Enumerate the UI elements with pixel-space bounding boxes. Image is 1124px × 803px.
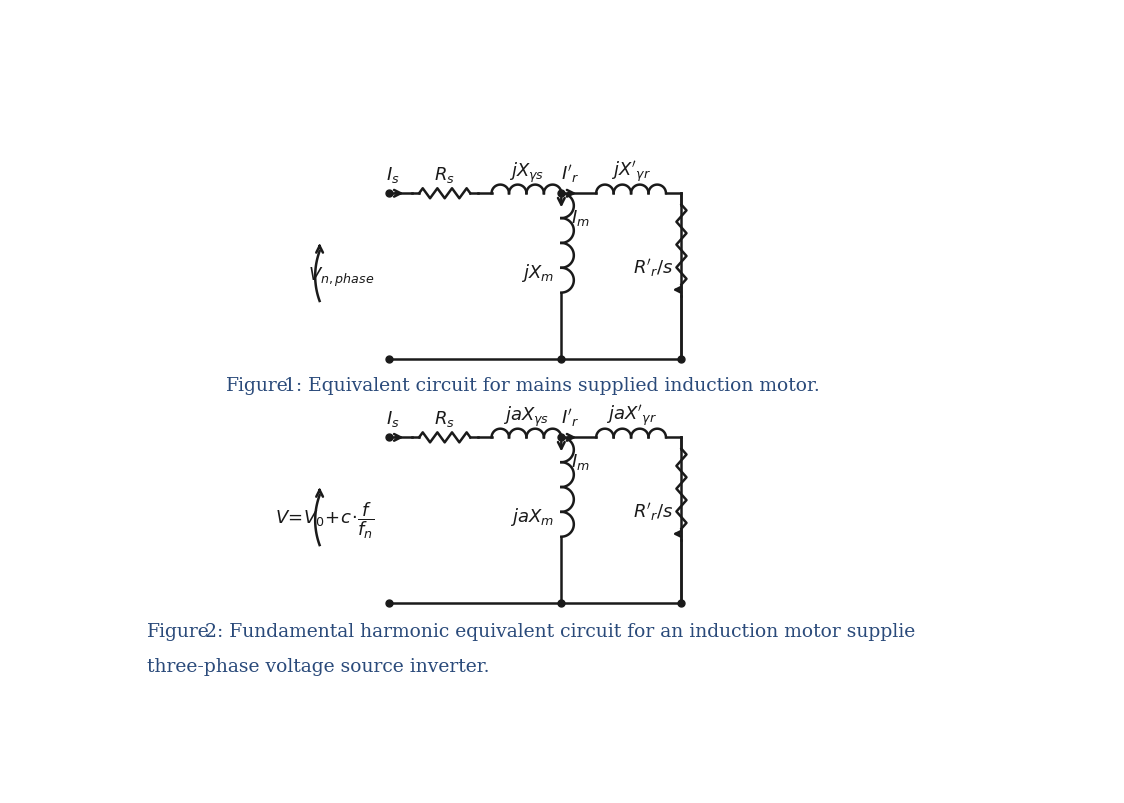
Text: 2: Fundamental harmonic equivalent circuit for an induction motor supplie: 2: Fundamental harmonic equivalent circu… — [205, 622, 915, 640]
Text: $jX_{\gamma s}$: $jX_{\gamma s}$ — [509, 161, 544, 185]
Text: $jaX_{\gamma s}$: $jaX_{\gamma s}$ — [504, 405, 550, 429]
Text: 1: Equivalent circuit for mains supplied induction motor.: 1: Equivalent circuit for mains supplied… — [284, 377, 819, 394]
Text: Figure: Figure — [226, 377, 289, 394]
Text: $I_m$: $I_m$ — [571, 451, 589, 471]
Text: $R'_r/s$: $R'_r/s$ — [633, 500, 673, 522]
Text: Figure: Figure — [147, 622, 209, 640]
Text: $I'_r$: $I'_r$ — [561, 406, 580, 429]
Text: $V\!=\!V_0\!+\!c\!\cdot\!\dfrac{f}{f_n}$: $V\!=\!V_0\!+\!c\!\cdot\!\dfrac{f}{f_n}$ — [275, 500, 374, 540]
Text: $R'_r/s$: $R'_r/s$ — [633, 256, 673, 279]
Text: $I_s$: $I_s$ — [387, 165, 400, 185]
Text: $I_m$: $I_m$ — [571, 208, 589, 228]
Text: $R_s$: $R_s$ — [434, 165, 455, 185]
Text: $jaX'_{\gamma r}$: $jaX'_{\gamma r}$ — [606, 403, 656, 429]
Text: $R_s$: $R_s$ — [434, 409, 455, 429]
Text: $jaX_m$: $jaX_m$ — [510, 506, 554, 528]
Text: $jX_m$: $jX_m$ — [520, 262, 554, 283]
Text: $V_{n,phase}$: $V_{n,phase}$ — [308, 265, 374, 288]
Text: $I_s$: $I_s$ — [387, 409, 400, 429]
Text: $I'_r$: $I'_r$ — [561, 163, 580, 185]
Text: $jX'_{\gamma r}$: $jX'_{\gamma r}$ — [611, 160, 651, 185]
Text: three-phase voltage source inverter.: three-phase voltage source inverter. — [147, 657, 489, 675]
